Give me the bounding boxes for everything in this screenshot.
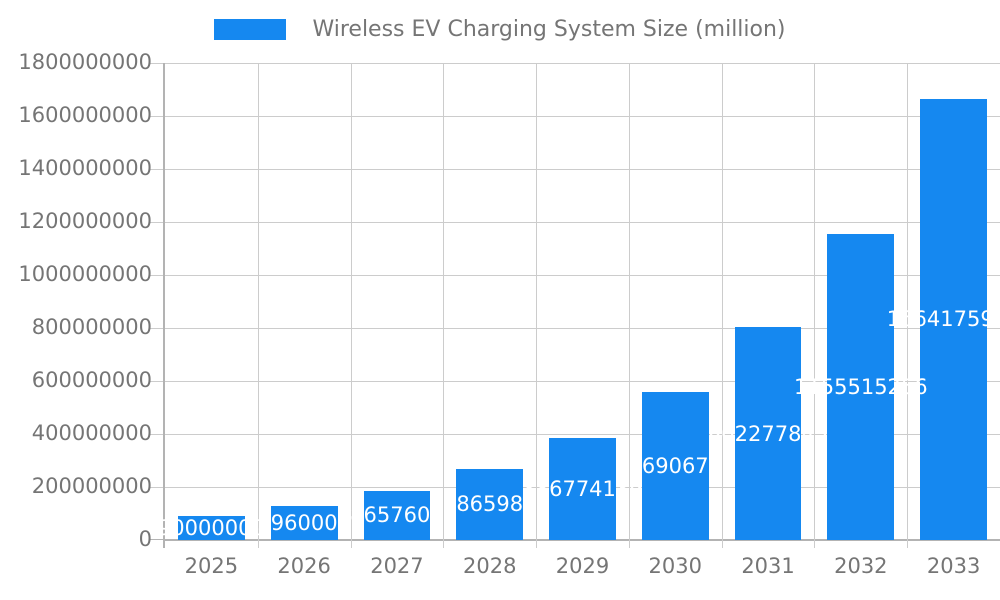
x-tick-mark bbox=[907, 540, 909, 548]
x-tick-mark bbox=[721, 540, 723, 548]
y-tick-label: 400000000 bbox=[31, 421, 152, 445]
y-tick-mark bbox=[150, 169, 165, 170]
y-tick-label: 200000000 bbox=[31, 474, 152, 498]
bar-2029[interactable] bbox=[549, 437, 616, 540]
x-tick-label-2030: 2030 bbox=[648, 554, 702, 578]
h-gridline bbox=[165, 116, 1000, 117]
bar-2031[interactable] bbox=[734, 327, 802, 540]
bar-value-label-2029: 386774139 bbox=[522, 476, 643, 501]
x-tick-mark bbox=[350, 540, 352, 548]
y-tick-mark bbox=[150, 222, 165, 223]
bar-value-label-2028: 268659840 bbox=[429, 492, 550, 517]
y-tick-label: 1600000000 bbox=[18, 103, 152, 127]
y-tick-mark bbox=[150, 63, 165, 64]
y-tick-label: 1400000000 bbox=[18, 156, 152, 180]
h-gridline bbox=[165, 63, 1000, 64]
x-tick-label-2032: 2032 bbox=[834, 554, 888, 578]
v-gridline bbox=[907, 63, 909, 540]
bar-2027[interactable] bbox=[363, 490, 431, 540]
x-tick-label-2033: 2033 bbox=[926, 554, 981, 578]
v-gridline bbox=[443, 63, 445, 540]
v-gridline bbox=[257, 63, 259, 540]
chart-title: Wireless EV Charging System Size (millio… bbox=[312, 17, 786, 42]
y-tick-mark bbox=[150, 434, 165, 435]
bar-2028[interactable] bbox=[456, 468, 524, 540]
x-tick-mark bbox=[536, 540, 538, 548]
legend[interactable]: Wireless EV Charging System Size (millio… bbox=[0, 17, 1000, 42]
y-tick-label: 800000000 bbox=[31, 315, 152, 339]
bar-value-label-2031: 802277845 bbox=[707, 421, 829, 446]
legend-swatch[interactable] bbox=[214, 19, 287, 40]
y-tick-mark bbox=[150, 275, 165, 276]
x-tick-label-2028: 2028 bbox=[462, 554, 517, 578]
bar-value-label-2026: 129600000 bbox=[244, 510, 365, 535]
y-tick-label: 600000000 bbox=[31, 368, 152, 392]
y-tick-label: 1800000000 bbox=[18, 50, 152, 74]
y-tick-mark bbox=[150, 381, 165, 382]
bar-value-label-2032: 1155515256 bbox=[794, 374, 928, 399]
x-tick-label-2025: 2025 bbox=[184, 554, 239, 578]
bar-value-label-2027: 186576000 bbox=[336, 503, 458, 528]
x-tick-mark bbox=[814, 540, 816, 548]
x-tick-mark bbox=[443, 540, 445, 548]
y-tick-label: 1200000000 bbox=[18, 209, 152, 233]
h-gridline bbox=[165, 275, 1000, 276]
v-gridline bbox=[628, 63, 630, 540]
y-tick-mark bbox=[150, 539, 165, 540]
bar-2033[interactable] bbox=[920, 98, 987, 540]
h-gridline bbox=[165, 169, 1000, 170]
v-gridline bbox=[814, 63, 816, 540]
x-axis-line bbox=[163, 539, 1000, 541]
bar-2030[interactable] bbox=[641, 392, 709, 540]
h-gridline bbox=[165, 434, 1000, 435]
v-gridline bbox=[350, 63, 352, 540]
h-gridline bbox=[165, 381, 1000, 382]
x-tick-mark bbox=[163, 540, 165, 548]
x-tick-mark bbox=[257, 540, 259, 548]
y-tick-mark bbox=[150, 116, 165, 117]
h-gridline bbox=[165, 222, 1000, 223]
x-tick-label-2027: 2027 bbox=[370, 554, 424, 578]
y-tick-label: 1000000000 bbox=[18, 262, 152, 286]
bar-2032[interactable] bbox=[827, 233, 895, 540]
bar-value-label-2033: 1664175969 bbox=[886, 307, 1000, 332]
bar-2025[interactable] bbox=[177, 516, 245, 540]
v-gridline bbox=[721, 63, 723, 540]
x-tick-label-2031: 2031 bbox=[741, 554, 795, 578]
y-axis-line bbox=[163, 63, 165, 540]
h-gridline bbox=[165, 328, 1000, 329]
y-tick-label: 0 bbox=[138, 527, 152, 551]
v-gridline bbox=[536, 63, 538, 540]
bar-value-label-2025: 90000000 bbox=[157, 516, 265, 541]
bar-2026[interactable] bbox=[270, 505, 338, 540]
y-tick-mark bbox=[150, 328, 165, 329]
x-tick-label-2026: 2026 bbox=[277, 554, 331, 578]
x-tick-label-2029: 2029 bbox=[555, 554, 610, 578]
x-tick-mark bbox=[628, 540, 630, 548]
bar-value-label-2030: 556906707 bbox=[615, 454, 736, 479]
y-tick-mark bbox=[150, 487, 165, 488]
